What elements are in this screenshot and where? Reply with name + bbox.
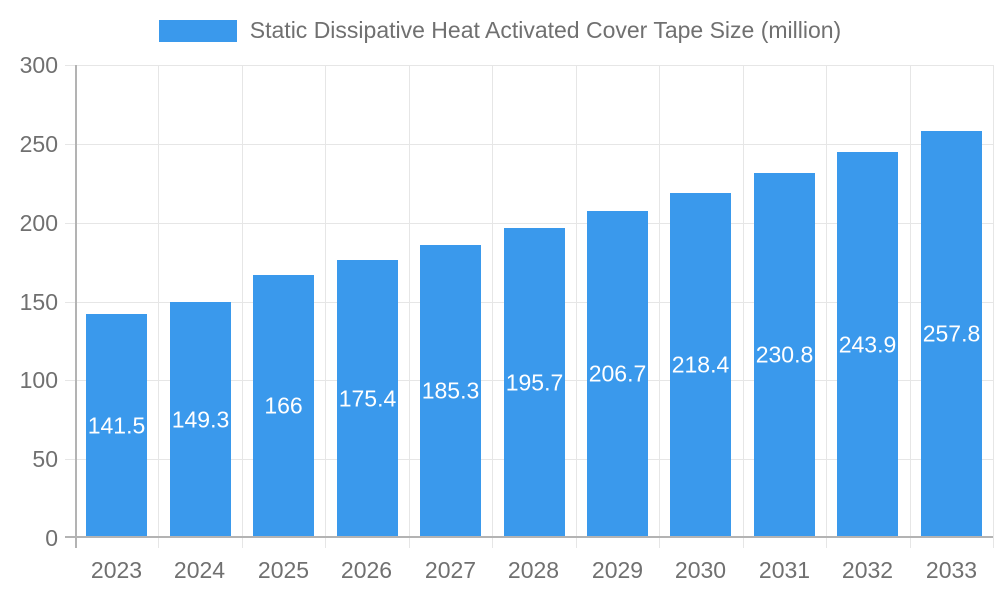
y-axis-tick-label: 0	[45, 525, 58, 551]
x-gridline	[158, 65, 159, 548]
x-axis-tick-label: 2033	[925, 557, 978, 583]
x-gridline	[743, 65, 744, 548]
y-gridline	[65, 223, 993, 224]
x-gridline	[993, 65, 994, 548]
bar-value-label: 230.8	[755, 341, 814, 368]
bar: 141.5	[86, 314, 147, 537]
x-axis-tick-label: 2024	[173, 557, 226, 583]
x-gridline	[826, 65, 827, 548]
bar: 175.4	[337, 260, 398, 537]
x-axis-tick-label: 2028	[507, 557, 560, 583]
x-axis-tick-label: 2030	[674, 557, 727, 583]
bar: 166	[253, 275, 314, 537]
bar-value-label: 149.3	[171, 406, 230, 432]
bar-value-label: 218.4	[671, 351, 730, 378]
y-axis-tick-label: 300	[19, 52, 58, 78]
bar: 185.3	[420, 245, 481, 537]
x-axis-tick-label: 2027	[424, 557, 477, 583]
legend-label: Static Dissipative Heat Activated Cover …	[249, 17, 842, 43]
legend-item[interactable]: Static Dissipative Heat Activated Cover …	[158, 17, 842, 44]
x-gridline	[492, 65, 493, 548]
x-axis-tick-label: 2032	[841, 557, 894, 583]
x-axis-tick-label: 2031	[758, 557, 811, 583]
bar-value-label: 185.3	[421, 377, 480, 404]
legend-swatch	[158, 19, 237, 42]
bar: 243.9	[837, 152, 898, 537]
x-gridline	[242, 65, 243, 548]
plot-area: 0 50 100 150 200 250 300 141.5 149.3 166 175.4 185.…	[20, 52, 994, 583]
bar-value-label: 257.8	[922, 320, 981, 347]
x-axis-tick-label: 2029	[591, 557, 644, 583]
bar-value-label: 243.9	[838, 331, 897, 357]
bar-value-label: 195.7	[505, 369, 564, 395]
x-gridline	[325, 65, 326, 548]
x-gridline	[409, 65, 410, 548]
y-axis-tick-label: 50	[32, 446, 58, 472]
bar: 218.4	[670, 193, 731, 537]
bar-value-label: 175.4	[338, 385, 397, 411]
chart-legend: Static Dissipative Heat Activated Cover …	[0, 17, 1000, 44]
bar: 195.7	[504, 228, 565, 537]
bar: 149.3	[170, 302, 231, 537]
bar: 257.8	[921, 131, 982, 537]
y-axis-line	[75, 65, 77, 548]
bar-value-label: 166	[264, 392, 303, 419]
y-gridline	[65, 65, 993, 66]
x-axis-tick-label: 2026	[340, 557, 393, 583]
bar-value-label: 206.7	[588, 360, 647, 387]
y-axis-tick-label: 100	[19, 367, 58, 393]
y-axis-tick-label: 250	[19, 131, 58, 157]
x-axis-tick-label: 2025	[257, 557, 310, 583]
x-gridline	[910, 65, 911, 548]
bar: 230.8	[754, 173, 815, 537]
x-axis-tick-label: 2023	[90, 557, 143, 583]
x-gridline	[576, 65, 577, 548]
bar-value-label: 141.5	[87, 412, 146, 438]
x-gridline	[659, 65, 660, 548]
y-axis-tick-label: 200	[19, 210, 58, 236]
x-axis-line	[65, 536, 993, 538]
y-axis-tick-label: 150	[19, 289, 58, 315]
bar: 206.7	[587, 211, 648, 537]
y-gridline	[65, 144, 993, 145]
